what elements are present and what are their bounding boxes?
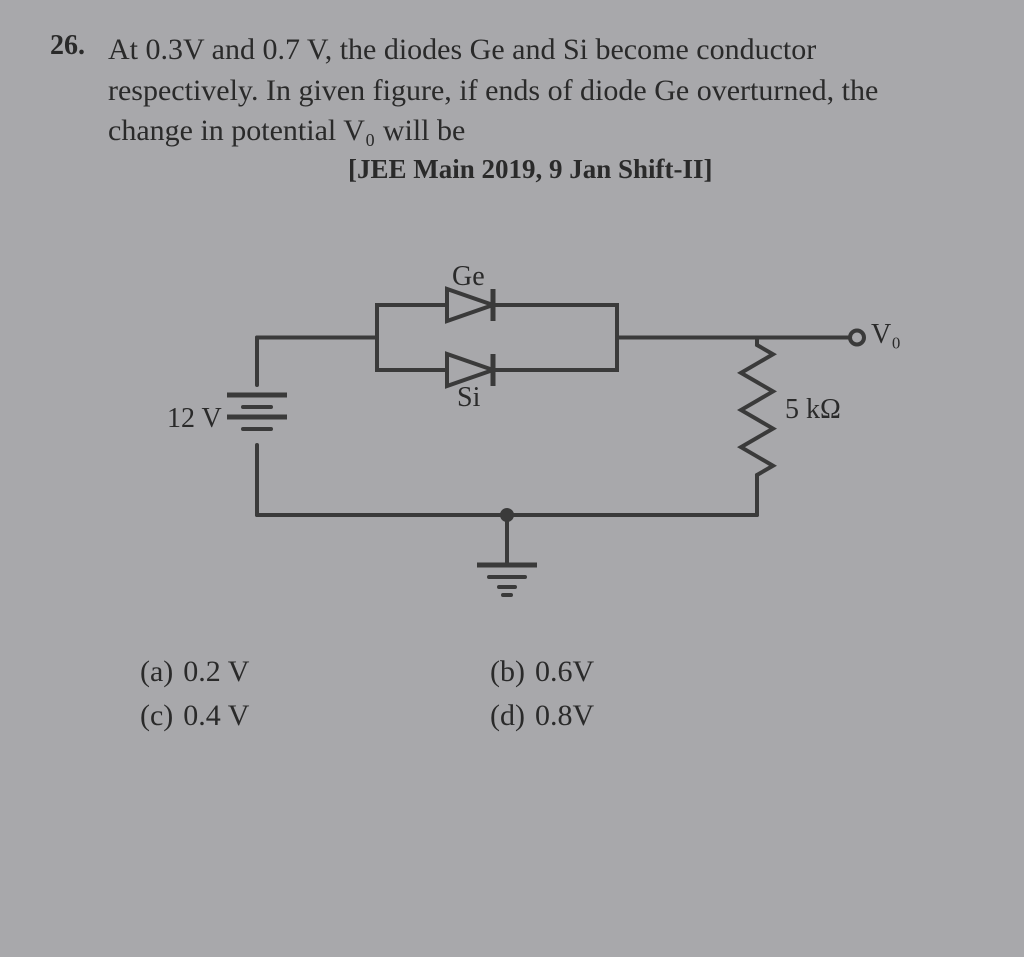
question-body: At 0.3V and 0.7 V, the diodes Ge and Si … xyxy=(108,30,964,185)
option-d: (d) 0.8V xyxy=(490,699,780,733)
option-d-value: 0.8V xyxy=(535,699,594,733)
diode-ge-label: Ge xyxy=(452,261,485,293)
option-c: (c) 0.4 V xyxy=(140,699,430,733)
question-source: [JEE Main 2019, 9 Jan Shift-II] xyxy=(108,154,964,185)
resistor-label: 5 kΩ xyxy=(785,394,841,426)
option-b-value: 0.6V xyxy=(535,655,594,689)
options-grid: (a) 0.2 V (b) 0.6V (c) 0.4 V (d) 0.8V xyxy=(140,655,780,733)
option-a: (a) 0.2 V xyxy=(140,655,430,689)
vout-label: V₀ xyxy=(871,319,901,351)
question-text: At 0.3V and 0.7 V, the diodes Ge and Si … xyxy=(108,30,964,152)
option-c-tag: (c) xyxy=(140,699,173,733)
option-d-tag: (d) xyxy=(490,699,525,733)
question-block: 26. At 0.3V and 0.7 V, the diodes Ge and… xyxy=(50,30,964,185)
question-number: 26. xyxy=(50,30,96,185)
circuit-svg xyxy=(127,195,887,625)
option-c-value: 0.4 V xyxy=(183,699,249,733)
circuit-figure: 12 V Ge Si 5 kΩ V₀ xyxy=(127,195,887,625)
option-a-tag: (a) xyxy=(140,655,173,689)
option-b-tag: (b) xyxy=(490,655,525,689)
option-b: (b) 0.6V xyxy=(490,655,780,689)
battery-label: 12 V xyxy=(167,403,222,435)
option-a-value: 0.2 V xyxy=(183,655,249,689)
diode-si-label: Si xyxy=(457,382,480,414)
